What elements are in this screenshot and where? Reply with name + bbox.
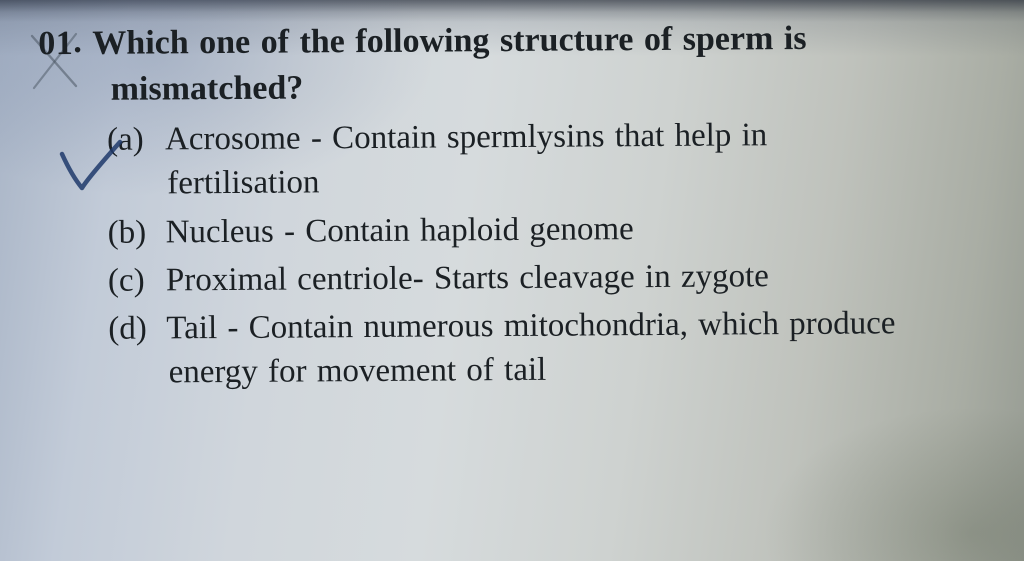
- option-c-label: (c): [108, 258, 158, 303]
- option-b: (b) Nucleus - Contain haploid genome: [40, 204, 988, 255]
- question-number-text: 01: [38, 25, 73, 62]
- option-c: (c) Proximal centriole- Starts cleavage …: [40, 252, 988, 303]
- page: 01. Which one of the following structure…: [0, 0, 1024, 561]
- option-c-text-line1: Proximal centriole- Starts cleavage in z…: [166, 252, 988, 302]
- option-a-text-line2: fertilisation: [39, 156, 987, 207]
- question-line-1: 01. Which one of the following structure…: [38, 15, 986, 67]
- question-number-dot: .: [73, 23, 82, 60]
- option-b-label: (b): [108, 210, 158, 255]
- option-a-label: (a): [107, 118, 157, 163]
- option-a-text-line1: Acrosome - Contain spermlysins that help…: [165, 112, 987, 162]
- question-stem-line1: Which one of the following structure of …: [92, 16, 807, 67]
- option-d: (d) Tail - Contain numerous mitochondria…: [40, 301, 988, 352]
- option-d-label: (d): [108, 306, 158, 351]
- question-stem-line2: mismatched?: [38, 60, 986, 112]
- option-d-text-line1: Tail - Contain numerous mitochondria, wh…: [166, 301, 988, 351]
- question-number: 01.: [38, 21, 82, 67]
- option-b-text-line1: Nucleus - Contain haploid genome: [165, 204, 987, 254]
- option-d-text-line2: energy for movement of tail: [40, 345, 988, 396]
- option-a: (a) Acrosome - Contain spermlysins that …: [39, 112, 987, 163]
